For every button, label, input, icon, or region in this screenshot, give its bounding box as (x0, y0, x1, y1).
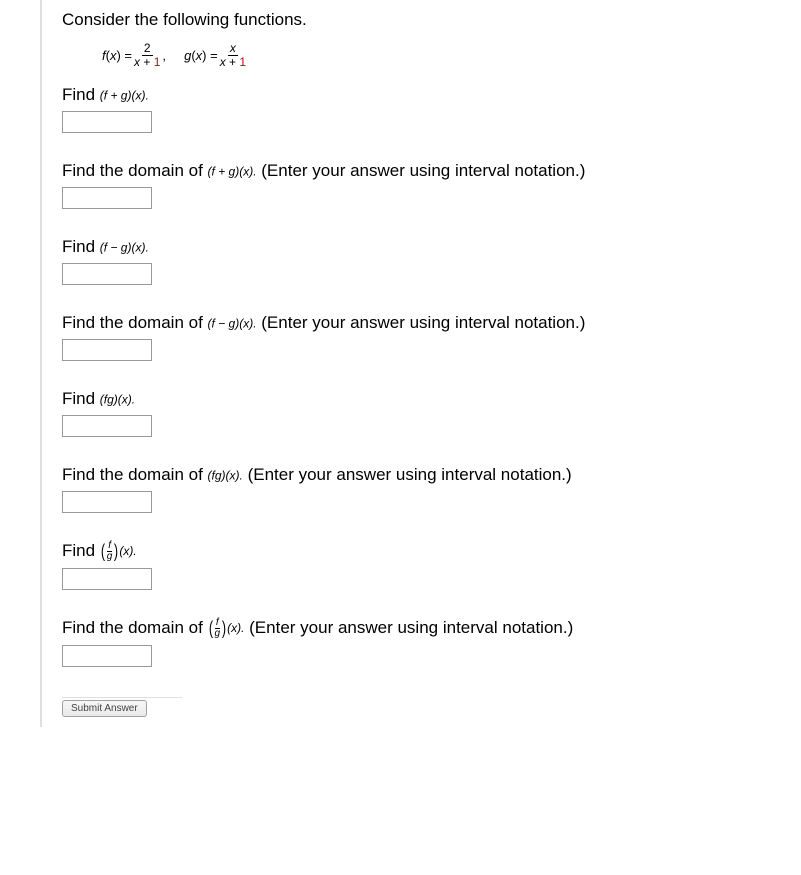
g-definition: g ( x ) = x x + 1 (184, 42, 248, 69)
g-close-paren-eq: ) = (202, 48, 218, 63)
question-prompt: Find (fg)(x). (62, 389, 801, 409)
answer-input[interactable] (62, 111, 152, 133)
question-block: Find the domain of (f + g)(x). (Enter yo… (62, 161, 801, 209)
prompt-lead: Find the domain of (62, 313, 208, 332)
question-prompt: Find the domain of (fg)(x). (Enter your … (62, 465, 801, 485)
frac-den: g (106, 552, 114, 562)
answer-input[interactable] (62, 415, 152, 437)
question-prompt: Find the domain of (f + g)(x). (Enter yo… (62, 161, 801, 181)
prompt-lead: Find the domain of (62, 161, 208, 180)
prompt-math: (f − g)(x). (208, 317, 257, 331)
question-prompt: Find (fg)(x). (62, 541, 801, 562)
question-container: Consider the following functions. f ( x … (40, 0, 801, 727)
g-den-plus: + (226, 55, 240, 69)
intro-text: Consider the following functions. (62, 10, 801, 30)
prompt-math: (fg)(x). (100, 544, 137, 558)
prompt-tail: (Enter your answer using interval notati… (257, 313, 586, 332)
answer-input[interactable] (62, 568, 152, 590)
prompt-math: (f − g)(x). (100, 241, 149, 255)
prompt-lead: Find the domain of (62, 465, 208, 484)
f-fraction: 2 x + 1 (132, 42, 162, 69)
g-fraction: x x + 1 (218, 42, 248, 69)
answer-input[interactable] (62, 491, 152, 513)
prompt-math: (f + g)(x). (100, 89, 149, 103)
g-numerator: x (228, 42, 238, 56)
f-den-plus: + (140, 55, 154, 69)
question-prompt: Find the domain of (f − g)(x). (Enter yo… (62, 313, 801, 333)
question-block: Find the domain of (fg)(x). (Enter your … (62, 618, 801, 667)
submit-row: Submit Answer (62, 697, 182, 717)
prompt-lead: Find (62, 389, 100, 408)
answer-input[interactable] (62, 645, 152, 667)
f-den-const: 1 (154, 55, 161, 69)
question-block: Find the domain of (f − g)(x). (Enter yo… (62, 313, 801, 361)
frac-den: g (214, 629, 222, 639)
question-block: Find (f + g)(x). (62, 85, 801, 133)
prompt-lead: Find (62, 541, 100, 560)
question-block: Find (fg)(x). (62, 541, 801, 590)
question-prompt: Find the domain of (fg)(x). (Enter your … (62, 618, 801, 639)
answer-input[interactable] (62, 187, 152, 209)
question-block: Find the domain of (fg)(x). (Enter your … (62, 465, 801, 513)
question-prompt: Find (f − g)(x). (62, 237, 801, 257)
g-denominator: x + 1 (218, 56, 248, 69)
f-numerator: 2 (142, 42, 153, 56)
prompt-math: (fg)(x). (208, 469, 243, 483)
frac-arg: (x). (119, 544, 136, 558)
prompt-lead: Find (62, 237, 100, 256)
f-denominator: x + 1 (132, 56, 162, 69)
question-block: Find (f − g)(x). (62, 237, 801, 285)
answer-input[interactable] (62, 339, 152, 361)
prompt-tail: (Enter your answer using interval notati… (244, 618, 573, 637)
prompt-math: (fg)(x). (100, 393, 135, 407)
prompt-math: (f + g)(x). (208, 165, 257, 179)
f-close-paren-eq: ) = (116, 48, 132, 63)
frac-arg: (x). (227, 621, 244, 635)
function-definitions: f ( x ) = 2 x + 1 , g ( x ) = x x + 1 (102, 42, 801, 69)
prompt-tail: (Enter your answer using interval notati… (243, 465, 572, 484)
prompt-lead: Find the domain of (62, 618, 208, 637)
submit-answer-button[interactable]: Submit Answer (62, 700, 147, 717)
g-var: g (184, 48, 191, 63)
f-definition: f ( x ) = 2 x + 1 , (102, 42, 166, 69)
formula-separator: , (162, 48, 166, 63)
question-prompt: Find (f + g)(x). (62, 85, 801, 105)
question-block: Find (fg)(x). (62, 389, 801, 437)
g-den-const: 1 (239, 55, 246, 69)
prompt-tail: (Enter your answer using interval notati… (257, 161, 586, 180)
prompt-math: (fg)(x). (208, 621, 245, 635)
prompt-lead: Find (62, 85, 100, 104)
answer-input[interactable] (62, 263, 152, 285)
